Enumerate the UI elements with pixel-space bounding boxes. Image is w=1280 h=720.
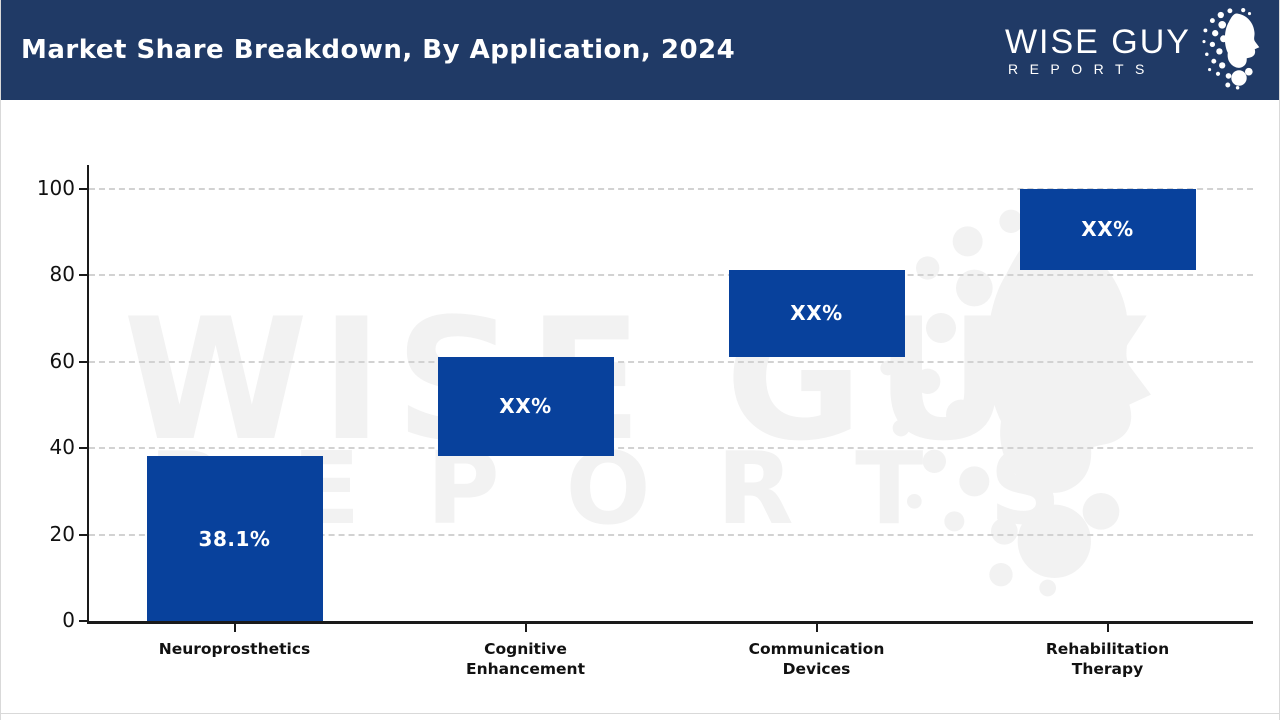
- header-banner: Market Share Breakdown, By Application, …: [1, 0, 1279, 100]
- x-category-label-line: Rehabilitation: [1045, 640, 1170, 658]
- y-tickmark: [79, 187, 89, 190]
- y-axis-line: [87, 164, 89, 623]
- bottom-divider: [1, 713, 1279, 714]
- logo-subtitle: REPORTS: [1007, 60, 1156, 77]
- x-category-label-line: Therapy: [1071, 660, 1144, 678]
- x-tickmark: [233, 623, 236, 632]
- y-gridline: [89, 187, 1253, 190]
- y-gridline: [89, 274, 1253, 276]
- y-tick-label: 100: [36, 175, 75, 200]
- bar-communication-devices: XX%: [728, 270, 905, 357]
- x-category-label-line: Cognitive: [484, 640, 567, 658]
- y-gridline: [89, 533, 1253, 536]
- logo-text: WISE GUY REPORTS: [1005, 24, 1191, 77]
- x-category-label: Cognitive Enhancement: [416, 639, 636, 679]
- dotted-head-icon: [1202, 8, 1260, 90]
- y-tickmark: [79, 447, 89, 449]
- x-category-label: Rehabilitation Therapy: [998, 639, 1218, 679]
- y-tickmark: [79, 274, 89, 276]
- bar-rehabilitation-therapy: XX%: [1019, 188, 1196, 271]
- y-gridline: [89, 447, 1253, 449]
- bar-value-label: XX%: [790, 301, 843, 326]
- x-tickmark: [1106, 623, 1109, 632]
- chart-area: WISE GUY REPORTS 0 20 40 60 80 100 38.1% Neurop…: [1, 100, 1279, 720]
- y-tickmark: [79, 533, 89, 536]
- x-category-label-line: Devices: [782, 660, 851, 678]
- bar-value-label: 38.1%: [198, 526, 271, 551]
- y-tickmark: [79, 360, 89, 363]
- y-tick-label: 0: [62, 608, 75, 632]
- x-category-label-line: Neuroprosthetics: [158, 640, 311, 658]
- y-gridline: [89, 360, 1253, 363]
- bar-neuroprosthetics: 38.1%: [146, 456, 323, 621]
- y-tick-label: 40: [49, 435, 75, 459]
- wise-guy-logo: WISE GUY REPORTS: [1005, 7, 1279, 93]
- page-title: Market Share Breakdown, By Application, …: [21, 35, 736, 65]
- x-axis-line: [87, 621, 1253, 624]
- x-category-label-line: Communication: [748, 640, 885, 658]
- y-tick-label: 80: [49, 262, 75, 286]
- x-tickmark: [815, 623, 818, 632]
- watermark-wordmark: WISE GUY: [123, 282, 1158, 478]
- y-tickmark: [79, 620, 89, 622]
- bar-value-label: XX%: [1081, 217, 1134, 242]
- x-tickmark: [524, 623, 527, 632]
- x-category-label-line: Enhancement: [466, 660, 585, 678]
- x-category-label: Communication Devices: [707, 639, 927, 679]
- y-tick-label: 60: [49, 348, 75, 373]
- x-category-label: Neuroprosthetics: [125, 639, 345, 659]
- y-tick-label: 20: [49, 521, 75, 546]
- bar-cognitive-enhancement: XX%: [437, 356, 614, 457]
- logo-wordmark: WISE GUY: [1004, 22, 1191, 61]
- bar-value-label: XX%: [499, 394, 552, 419]
